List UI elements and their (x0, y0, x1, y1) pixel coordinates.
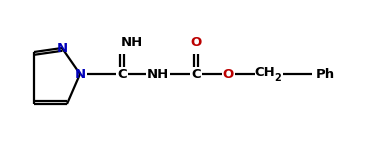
Text: N: N (56, 41, 67, 54)
Text: NH: NH (121, 35, 143, 48)
Text: CH: CH (255, 66, 276, 80)
Text: O: O (222, 67, 233, 81)
Text: N: N (74, 67, 86, 81)
Text: C: C (117, 67, 127, 81)
Text: 2: 2 (275, 73, 281, 83)
Text: C: C (191, 67, 201, 81)
Text: Ph: Ph (315, 67, 335, 81)
Text: NH: NH (147, 67, 169, 81)
Text: O: O (190, 35, 202, 48)
